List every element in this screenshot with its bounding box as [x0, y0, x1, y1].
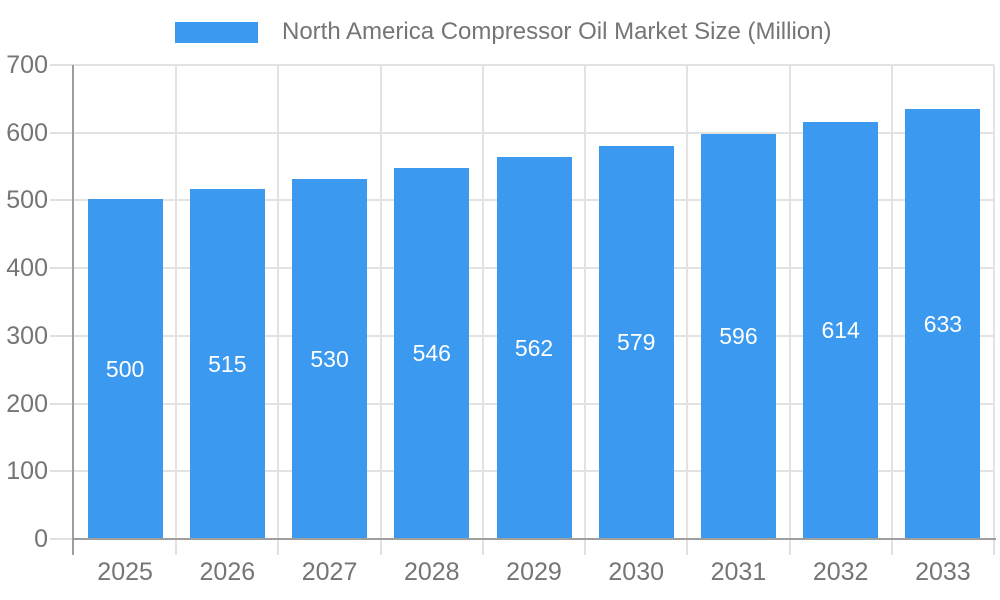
- bar[interactable]: 530: [292, 179, 368, 538]
- y-gridline: [74, 131, 994, 134]
- x-gridline: [890, 65, 893, 539]
- y-axis-label: 500: [6, 186, 48, 215]
- y-axis-label: 0: [34, 525, 48, 553]
- y-axis-label: 100: [6, 457, 48, 486]
- x-tick: [481, 540, 484, 555]
- legend[interactable]: North America Compressor Oil Market Size…: [175, 18, 831, 46]
- bar-value-label: 562: [514, 334, 554, 361]
- x-gridline: [584, 65, 587, 539]
- x-tick: [686, 540, 689, 555]
- bar-value-label: 530: [310, 345, 349, 372]
- plot-area: 0 100 200 300 400 500 600 700 500 515 530 546 562 579…: [6, 51, 996, 586]
- x-axis-label: 2030: [608, 558, 665, 586]
- x-tick: [379, 540, 382, 555]
- x-axis-label: 2028: [403, 558, 460, 586]
- legend-swatch-icon[interactable]: [175, 21, 258, 43]
- x-axis-label: 2025: [97, 558, 153, 586]
- x-tick: [584, 540, 587, 555]
- x-axis-label: 2029: [506, 558, 562, 586]
- x-gridline: [277, 65, 280, 539]
- bar-value-label: 515: [208, 350, 247, 377]
- x-tick: [890, 540, 893, 555]
- bar-value-label: 500: [105, 355, 145, 382]
- bar[interactable]: 596: [700, 134, 776, 538]
- x-axis-label: 2027: [301, 558, 358, 586]
- y-tick: [50, 402, 74, 405]
- x-gridline: [379, 65, 382, 539]
- x-axis-label: 2032: [812, 558, 869, 586]
- bar[interactable]: 500: [87, 199, 163, 538]
- x-axis-line: [72, 538, 996, 540]
- y-axis-label: 400: [6, 254, 48, 283]
- y-axis-label: 300: [6, 321, 48, 350]
- bar[interactable]: 633: [905, 109, 981, 538]
- bar-value-label: 633: [923, 310, 963, 337]
- x-axis-label: 2031: [710, 558, 767, 586]
- y-tick: [50, 64, 74, 66]
- y-tick: [50, 538, 74, 540]
- bar[interactable]: 562: [496, 157, 572, 538]
- bar-value-label: 596: [719, 323, 758, 350]
- x-axis-label: 2033: [915, 558, 971, 586]
- y-axis-label: 200: [6, 389, 48, 418]
- bar[interactable]: 579: [598, 145, 674, 538]
- bar[interactable]: 614: [803, 122, 879, 538]
- y-tick: [50, 470, 74, 473]
- bar[interactable]: 515: [189, 189, 265, 538]
- y-tick: [50, 131, 74, 134]
- x-gridline: [175, 65, 178, 539]
- y-gridline: [74, 64, 994, 66]
- x-tick: [175, 540, 178, 555]
- x-gridline: [686, 65, 689, 539]
- x-tick: [788, 540, 791, 555]
- x-axis-label: 2026: [199, 558, 256, 586]
- y-tick: [50, 199, 74, 202]
- x-gridline: [481, 65, 484, 539]
- legend-label: North America Compressor Oil Market Size…: [282, 18, 832, 45]
- x-tick: [993, 540, 995, 555]
- x-gridline: [993, 65, 995, 539]
- y-axis-line: [72, 65, 74, 555]
- bar-value-label: 546: [412, 340, 451, 367]
- bar[interactable]: 546: [394, 168, 470, 538]
- y-axis-label: 700: [6, 51, 48, 79]
- x-gridline: [788, 65, 791, 539]
- x-tick: [277, 540, 280, 555]
- bar-value-label: 579: [617, 328, 656, 355]
- y-axis-label: 600: [6, 118, 48, 147]
- y-tick: [50, 334, 74, 337]
- y-tick: [50, 267, 74, 270]
- bar-value-label: 614: [821, 317, 860, 344]
